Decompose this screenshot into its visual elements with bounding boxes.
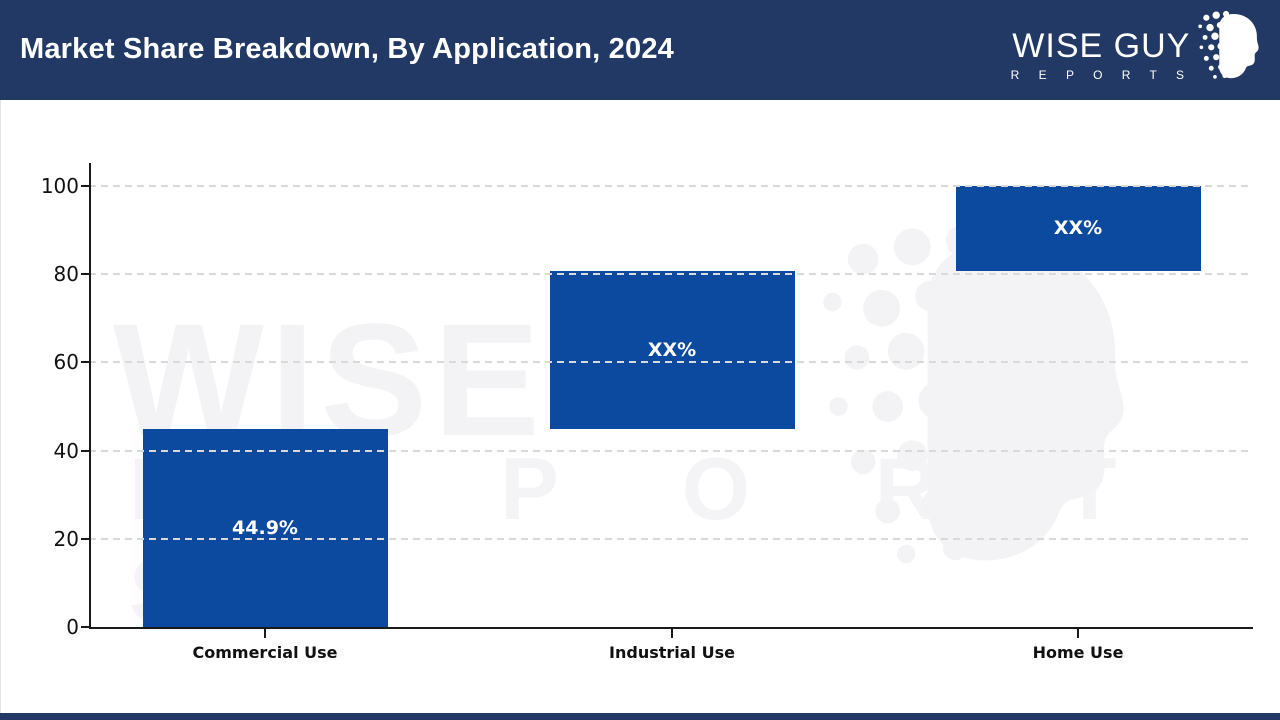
logo-subtitle: R E P O R T S: [1010, 67, 1192, 82]
bar-value-label: XX%: [647, 338, 697, 361]
bar-home-use: [955, 186, 1201, 271]
logo-text: WISE GUY R E P O R T S: [1011, 27, 1192, 82]
bar-value-label: 44.9%: [232, 516, 298, 539]
dotted-face-logo-icon: [1198, 10, 1259, 79]
gridline-60: [89, 361, 1253, 364]
gridline-80: [89, 273, 1253, 276]
wise-guy-reports-logo: WISE GUY R E P O R T S: [1011, 7, 1268, 95]
watermark-face-icon: [823, 225, 1124, 564]
y-tick-mark: [81, 361, 89, 364]
y-tick-label: 100: [40, 174, 79, 198]
bar-commercial-use: [142, 428, 388, 627]
y-tick-mark: [81, 537, 89, 540]
gridline-100: [89, 185, 1253, 187]
y-tick-label: 0: [66, 615, 79, 639]
gridline-20: [89, 537, 1253, 540]
x-tick-mark: [1077, 629, 1079, 638]
y-tick-label: 80: [53, 262, 79, 287]
y-tick-label: 60: [53, 350, 79, 375]
gridline-40: [89, 449, 1253, 452]
header-bar: Market Share Breakdown, By Application, …: [0, 0, 1280, 100]
y-tick-mark: [81, 273, 89, 276]
chart-area: WISE R E P O R T S 44.9%XX%XX%0204060801…: [0, 100, 1280, 713]
x-tick-mark: [264, 629, 266, 638]
page-title: Market Share Breakdown, By Application, …: [20, 33, 674, 65]
y-tick-mark: [81, 185, 89, 187]
x-category-label: Commercial Use: [192, 643, 338, 662]
bar-value-label: XX%: [1053, 217, 1103, 240]
logo-wordmark: WISE GUY: [1012, 26, 1191, 65]
y-tick-label: 40: [53, 438, 79, 463]
y-axis-line: [89, 163, 91, 629]
x-tick-mark: [671, 629, 673, 638]
x-axis-line: [89, 627, 1253, 629]
x-category-label: Industrial Use: [609, 643, 735, 662]
footer-bar: [0, 713, 1280, 720]
y-tick-mark: [81, 626, 89, 628]
y-tick-mark: [81, 449, 89, 452]
y-tick-label: 20: [53, 526, 79, 551]
x-category-label: Home Use: [1032, 643, 1124, 662]
bar-industrial-use: [549, 270, 795, 429]
